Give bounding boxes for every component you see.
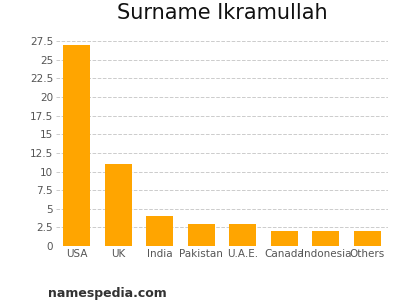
Bar	[354, 231, 381, 246]
Bar	[188, 224, 215, 246]
Bar	[229, 224, 256, 246]
Bar	[312, 231, 339, 246]
Bar	[105, 164, 132, 246]
Bar	[146, 216, 173, 246]
Bar	[63, 45, 90, 246]
Title: Surname Ikramullah: Surname Ikramullah	[117, 3, 327, 23]
Bar	[271, 231, 298, 246]
Text: namespedia.com: namespedia.com	[48, 287, 167, 300]
